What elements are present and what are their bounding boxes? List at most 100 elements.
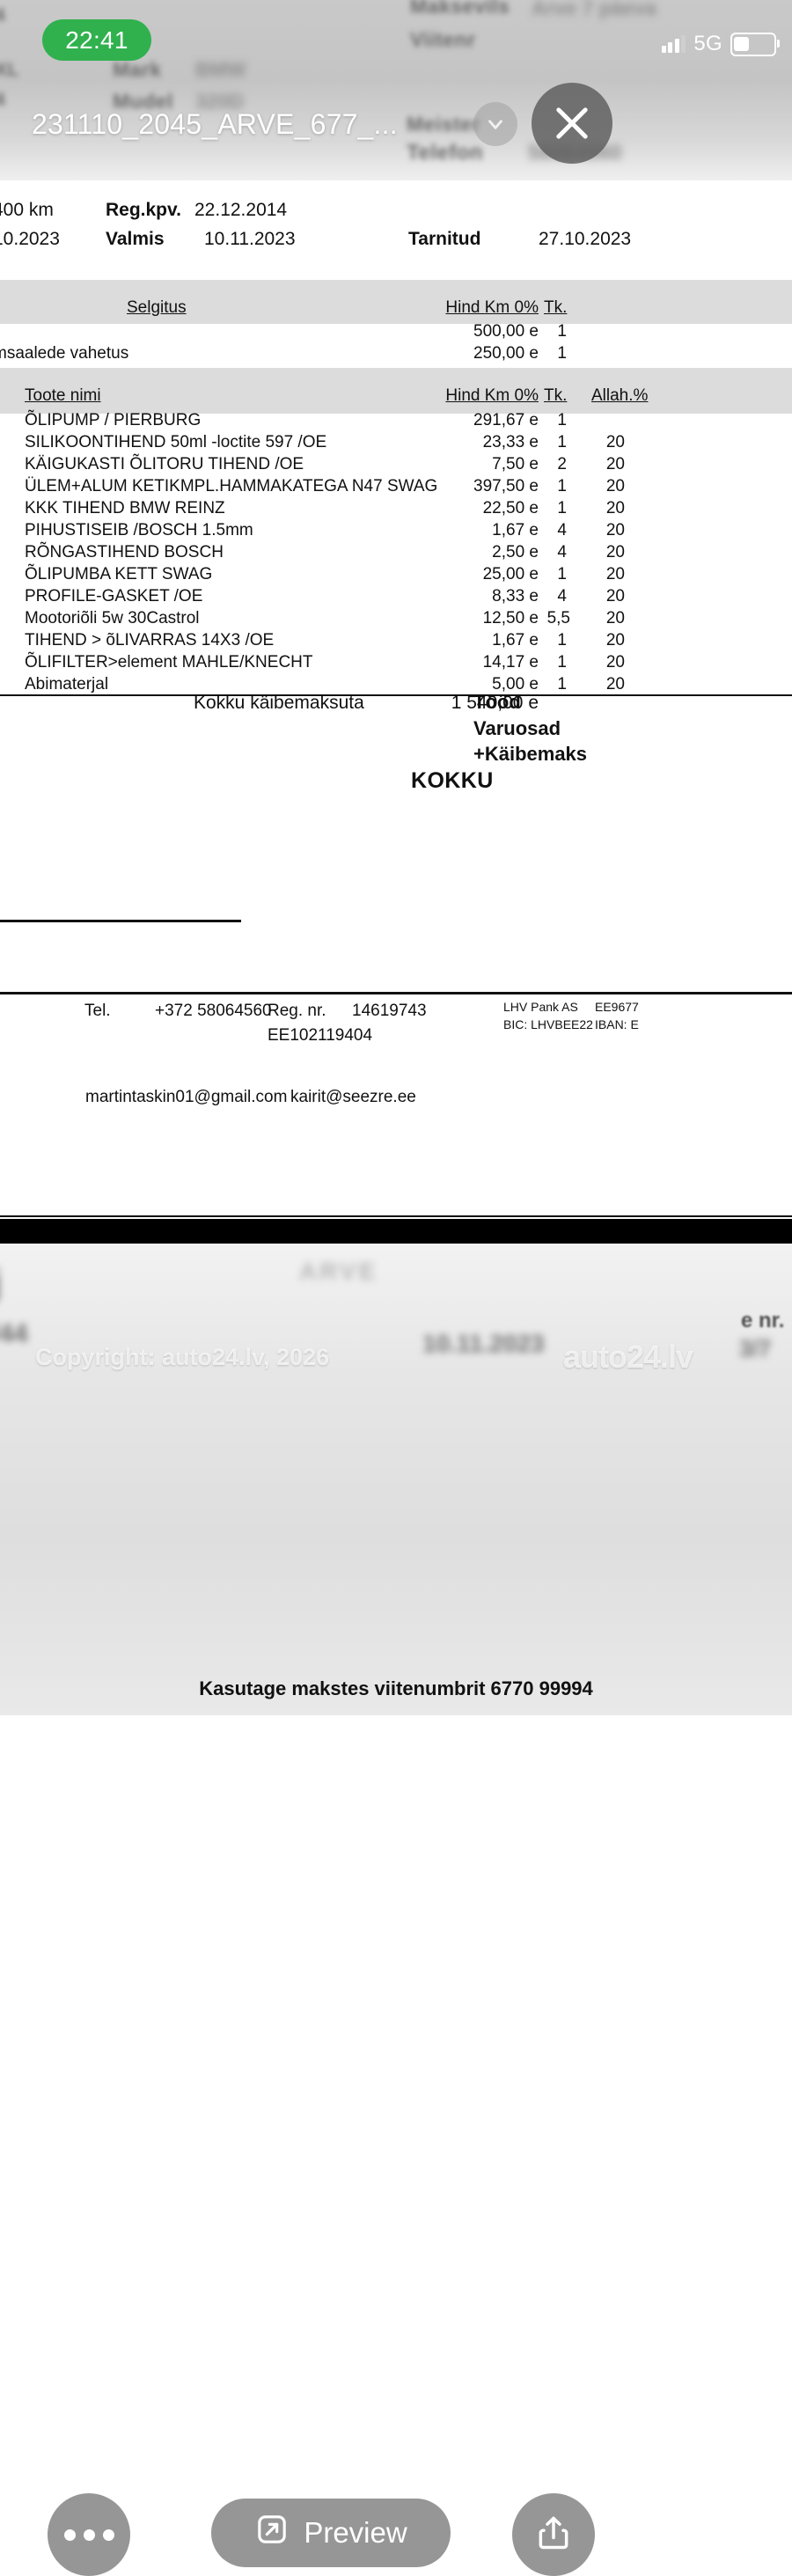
parts-row-5-discount: 20: [605, 521, 625, 539]
parts-row-7-name: ÕLIPUMBA KETT SWAG: [25, 565, 213, 583]
tarnitud-label: Tarnitud: [408, 229, 481, 249]
valmis-label: Valmis: [106, 229, 165, 249]
tarnitud-value: 27.10.2023: [539, 229, 632, 249]
ref-fragment: 3/7: [739, 1335, 772, 1361]
bg-viitenr: Viitenr: [410, 28, 476, 51]
chevron-down-icon[interactable]: [473, 102, 517, 146]
parts-row-6-discount: 20: [605, 543, 625, 561]
totals-divider: [0, 694, 792, 696]
parts-row-7-price: 25,00 e: [482, 565, 539, 583]
parts-row-11-discount: 20: [605, 653, 625, 672]
parts-row-11-price: 14,17 e: [482, 653, 539, 672]
reg-kpv-label: Reg.kpv.: [106, 200, 181, 220]
parts-row-12-qty: 1: [557, 675, 567, 694]
copyright-watermark: Copyright: auto24.lv, 2026: [35, 1344, 330, 1370]
parts-row-9-qty: 5,5: [546, 609, 570, 627]
network-type-label: 5G: [693, 32, 722, 55]
works-total-label: Tööd: [473, 691, 521, 713]
valmis-value: 10.11.2023: [204, 229, 296, 249]
parts-row-3-discount: 20: [605, 477, 625, 495]
reg-value: 14619743: [352, 1002, 427, 1020]
parts-row-5-name: PIHUSTISEIB /BOSCH 1.5mm: [25, 521, 253, 539]
odometer-value: 400 km: [0, 200, 54, 220]
bank-name: LHV Pank AS: [503, 1000, 578, 1014]
site-watermark: auto24.lv: [563, 1339, 693, 1375]
works-row-0-price: 500,00 e: [473, 322, 539, 341]
parts-row-1-price: 23,33 e: [482, 433, 539, 451]
ghost-arve-text: ARVE: [299, 1258, 378, 1285]
parts-row-4-name: KKK TIHEND BMW REINZ: [25, 499, 225, 517]
tel-label: Tel.: [84, 1002, 111, 1020]
battery-icon: [730, 32, 780, 56]
parts-total-label: Varuosad: [473, 717, 561, 739]
footer-bottom-rule: [0, 1215, 792, 1217]
ellipsis-icon: [63, 2528, 114, 2541]
works-col-price-header: Hind Km 0%: [445, 298, 539, 317]
subtotal-label: Kokku käibemaksuta: [194, 693, 364, 713]
parts-col-qty-header: Tk.: [544, 386, 568, 405]
parts-row-12-name: Abimaterjal: [25, 675, 109, 694]
works-table-header-band: [0, 280, 792, 324]
bg-model-value: 320D: [195, 90, 244, 113]
parts-row-3-name: ÜLEM+ALUM KETIKMPL.HAMMAKATEGA N47 SWAG: [25, 477, 438, 495]
bank-bic: BIC: LHVBEE22: [503, 1017, 593, 1031]
status-bar-clock: 22:41: [42, 19, 151, 61]
parts-row-9-price: 12,50 e: [482, 609, 539, 627]
parts-row-3-qty: 1: [557, 477, 567, 495]
parts-row-9-name: Mootoriõli 5w 30Castrol: [25, 609, 200, 627]
works-row-0-qty: 1: [557, 322, 567, 341]
close-icon[interactable]: [532, 83, 612, 164]
blurred-document-backdrop-bottom: j /44 ARVE 10.11.2023 e nr. 3/7 Copyrigh…: [0, 1244, 792, 1715]
parts-row-0-qty: 1: [557, 411, 567, 429]
tel-value: +372 58064560: [155, 1002, 272, 1020]
page-separator: [0, 1219, 792, 1244]
email-secondary[interactable]: kairit@seezre.ee: [290, 1088, 416, 1106]
works-row-1-qty: 1: [557, 344, 567, 363]
email-primary[interactable]: martintaskin01@gmail.com: [85, 1088, 288, 1106]
share-icon: [534, 2514, 573, 2557]
works-col-qty-header: Tk.: [544, 298, 568, 317]
parts-row-8-discount: 20: [605, 587, 625, 605]
parts-row-6-price: 2,50 e: [492, 543, 539, 561]
bg-mark-label: Mark: [113, 58, 162, 81]
works-row-1-name: msaalede vahetus: [0, 344, 129, 363]
bg-arve-paeva: Arve 7 päeva: [532, 0, 656, 19]
parts-row-10-name: TIHEND > õLIVARRAS 14X3 /OE: [25, 631, 275, 650]
parts-row-7-qty: 1: [557, 565, 567, 583]
parts-row-12-discount: 20: [605, 675, 625, 694]
parts-row-10-price: 1,67 e: [492, 631, 539, 650]
open-external-icon: [254, 2512, 290, 2554]
page-indicator: /44: [0, 1319, 28, 1348]
parts-row-7-discount: 20: [605, 565, 625, 583]
preview-button[interactable]: Preview: [211, 2499, 451, 2567]
parts-row-5-price: 1,67 e: [492, 521, 539, 539]
parts-row-4-price: 22,50 e: [482, 499, 539, 517]
parts-row-11-qty: 1: [557, 653, 567, 672]
clock-label: 22:41: [65, 26, 128, 54]
parts-row-10-qty: 1: [557, 631, 567, 650]
bg-fragment-3: 4: [0, 90, 5, 111]
footer-top-rule: [0, 992, 792, 994]
parts-row-6-qty: 4: [557, 543, 567, 561]
parts-row-3-price: 397,50 e: [473, 477, 539, 495]
preview-button-label: Preview: [304, 2516, 407, 2549]
share-button[interactable]: [512, 2493, 595, 2576]
works-row-1-price: 250,00 e: [473, 344, 539, 363]
reg-label: Reg. nr.: [268, 1002, 326, 1020]
works-col-name-header: Selgitus: [127, 298, 187, 317]
parts-row-2-qty: 2: [557, 455, 567, 473]
parts-row-0-name: ÕLIPUMP / PIERBURG: [25, 411, 202, 429]
parts-row-8-price: 8,33 e: [492, 587, 539, 605]
more-options-button[interactable]: [48, 2493, 130, 2576]
parts-row-2-name: KÄIGUKASTI ÕLITORU TIHEND /OE: [25, 455, 304, 473]
bank-iban-label: IBAN: E: [595, 1017, 639, 1031]
bg-maksevils: Maksevils: [410, 0, 510, 18]
bottom-left-fragment: j: [0, 1261, 2, 1303]
bg-fragment-1: 4: [0, 5, 5, 26]
parts-row-0-price: 291,67 e: [473, 411, 539, 429]
parts-row-8-qty: 4: [557, 587, 567, 605]
parts-row-4-qty: 1: [557, 499, 567, 517]
blurred-document-backdrop-top: 4 Maksevils Arve 7 päeva Viitenr XL Mark…: [0, 0, 792, 180]
grand-total-label: KOKKU: [411, 768, 494, 793]
bg-fragment-2: XL: [0, 60, 19, 80]
